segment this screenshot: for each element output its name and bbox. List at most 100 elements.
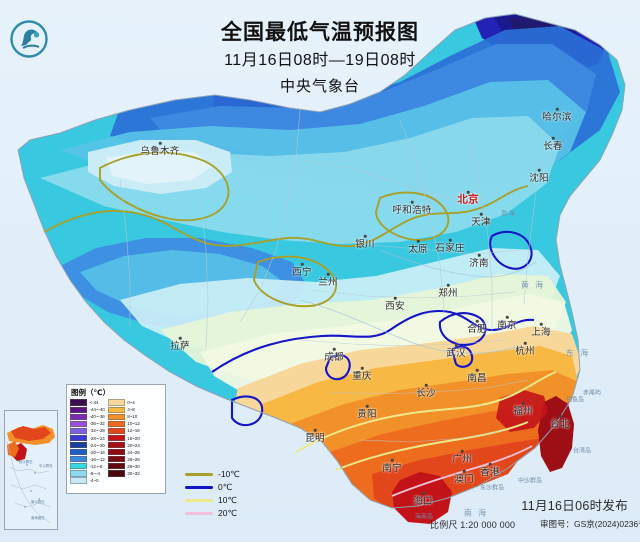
legend-range-label: -36~-32	[89, 421, 105, 427]
legend-swatch	[107, 470, 125, 477]
legend-swatch	[70, 434, 87, 442]
legend-swatch	[70, 406, 87, 413]
city-label: 福州	[513, 406, 533, 417]
city-label: 澳门	[454, 474, 474, 485]
city-marker	[360, 366, 364, 370]
isotherm-legend-label: -10℃	[218, 469, 240, 479]
legend-row: 28~30	[107, 463, 140, 470]
legend-swatch	[70, 442, 87, 449]
legend-row: -40~-36	[70, 413, 105, 420]
legend-swatch	[70, 420, 87, 427]
city-label: 香港	[480, 467, 500, 478]
city-marker	[537, 168, 541, 172]
inset-label: 南海诸岛	[31, 516, 45, 520]
legend-range-label: 10~12	[127, 421, 140, 427]
legend-row: -20~-16	[70, 449, 105, 456]
inset-label: 中沙群岛	[39, 464, 53, 468]
city-label: 成都	[324, 352, 344, 363]
legend-range-label: -8~-4	[89, 470, 100, 476]
legend-range-label: 24~26	[127, 449, 140, 455]
legend-range-label: 30~32	[127, 470, 140, 476]
isotherm-20c	[391, 445, 533, 497]
legend-swatch	[70, 463, 87, 470]
city-marker	[466, 190, 470, 194]
legend-range-label: -4~0	[89, 478, 99, 484]
isotherm-legend-line	[185, 472, 213, 477]
city-label: 沈阳	[529, 173, 549, 184]
island-label: 台湾岛	[572, 448, 592, 455]
legend-row: 26~28	[107, 456, 140, 463]
city-marker	[462, 469, 466, 473]
legend-swatch	[70, 449, 87, 456]
legend-row: <-44	[70, 399, 105, 406]
legend-range-label: 4~8	[127, 407, 135, 413]
legend-row: -4~0	[70, 477, 105, 484]
map-approval-number: 审图号：GS京(2024)0236号	[540, 519, 640, 529]
legend-range-label: 20~24	[127, 442, 140, 448]
city-marker	[523, 341, 527, 345]
legend-range-label: 8~10	[127, 414, 138, 420]
city-marker	[332, 347, 336, 351]
legend-range-label: 16~20	[127, 435, 140, 441]
city-marker	[326, 272, 330, 276]
isotherm-legend-row: 0℃	[185, 481, 251, 494]
hot-coastal-zone	[392, 390, 574, 524]
isotherm-minus10c	[43, 151, 529, 308]
legend-swatch	[70, 413, 87, 420]
legend-row: -24~-20	[70, 442, 105, 449]
city-label: 昆明	[305, 433, 325, 444]
legend-range-label: 28~30	[127, 463, 140, 469]
isotherm-legend-label: 20℃	[218, 508, 238, 518]
island-label: 中沙群岛	[517, 478, 543, 485]
rivers	[299, 249, 537, 354]
city-marker	[555, 107, 559, 111]
hainan-island	[392, 472, 452, 524]
city-marker	[448, 238, 452, 242]
island-label: 赤尾屿	[582, 390, 602, 397]
inset-svg	[5, 411, 57, 529]
city-label: 上海	[531, 327, 551, 338]
legend-swatch	[70, 399, 87, 406]
city-label: 哈尔滨	[542, 112, 572, 123]
city-label: 兰州	[318, 277, 338, 288]
legend-swatch	[70, 477, 87, 484]
city-label: 太原	[408, 244, 428, 255]
south-china-sea-inset: 南海诸岛 西沙群岛 中沙群岛 南沙群岛	[4, 410, 58, 530]
city-label: 西宁	[292, 267, 312, 278]
legend-swatch	[107, 463, 125, 470]
city-marker	[446, 283, 450, 287]
island-label: 海南岛	[414, 514, 434, 521]
inset-label: 西沙群岛	[19, 460, 33, 464]
city-label: 郑州	[438, 288, 458, 299]
city-label: 南京	[497, 320, 517, 331]
city-label: 天津	[471, 217, 491, 228]
legend-row: 20~24	[107, 442, 140, 449]
legend-row: 8~10	[107, 413, 140, 420]
city-marker	[488, 462, 492, 466]
city-marker	[521, 401, 525, 405]
isotherm-legend-line	[185, 485, 213, 490]
city-marker	[300, 262, 304, 266]
legend-swatch	[107, 413, 125, 420]
isotherm-legend-row: 20℃	[185, 507, 251, 520]
isotherm-legend-line	[185, 498, 213, 503]
city-label: 北京	[457, 193, 479, 206]
sea-label: 黄 海	[520, 280, 546, 290]
legend-swatch	[70, 427, 87, 435]
isotherm-legend-label: 10℃	[218, 495, 238, 505]
city-label: 海口	[413, 496, 433, 507]
isotherm-legend-row: -10℃	[185, 468, 251, 481]
legend-range-label: 0~4	[127, 400, 135, 406]
city-label: 石家庄	[435, 243, 465, 254]
cma-dragon-logo	[10, 20, 48, 58]
legend-row: -8~-4	[70, 470, 105, 477]
city-marker	[313, 428, 317, 432]
legend-row: 0~4	[107, 399, 140, 406]
city-label: 长沙	[416, 388, 436, 399]
legend-range-label: -28~-24	[89, 435, 105, 441]
city-label: 南宁	[382, 463, 402, 474]
sea-label: 南 海	[463, 508, 489, 518]
